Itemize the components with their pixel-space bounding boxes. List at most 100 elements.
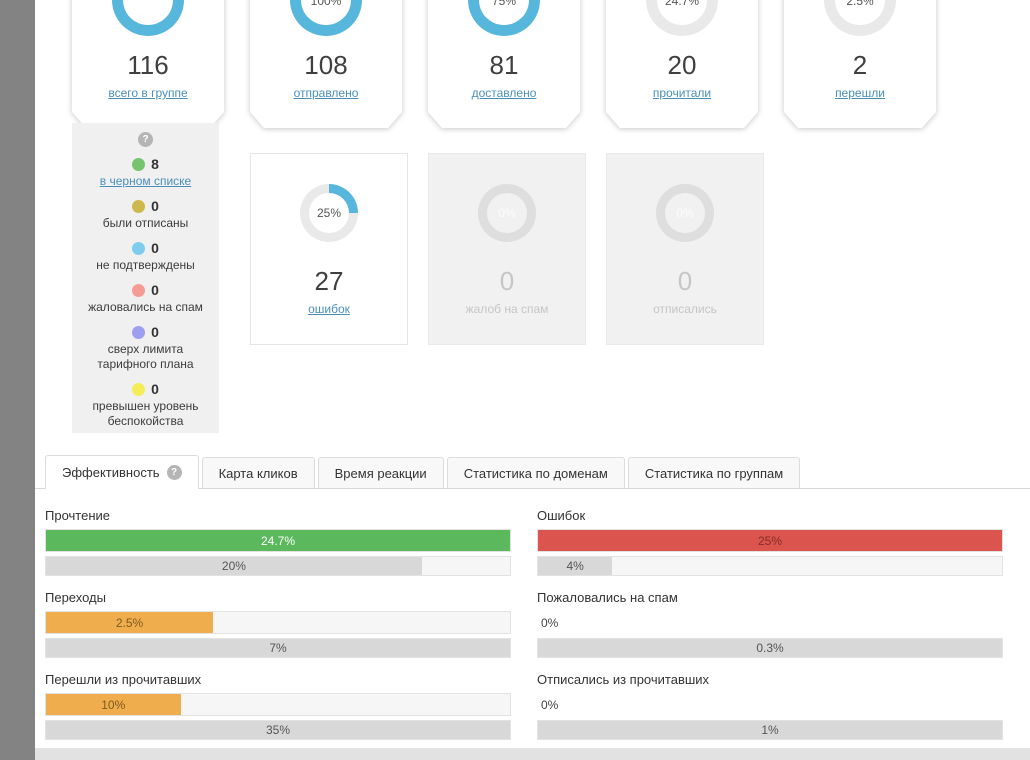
unsubscribed-value: 0 — [677, 266, 693, 296]
donut-hole — [309, 193, 349, 233]
tab-reaction-time[interactable]: Время реакции — [317, 457, 444, 488]
tab-domain-stats[interactable]: Статистика по доменам — [446, 457, 625, 488]
anxiety-level-label: превышен уровень беспокойства — [92, 399, 199, 428]
value-bar: 0% — [537, 611, 1003, 634]
value-bar: 25% — [537, 529, 1003, 552]
spam-complaints-value: 0 — [499, 266, 515, 296]
value-bar-label: 0% — [541, 615, 559, 630]
campaign-stats-page: 116 всего в группе 100% 108 отправлено 7… — [35, 0, 1030, 760]
spam-complaint-count: 0 — [151, 282, 159, 298]
donut-hole — [665, 193, 705, 233]
value-bar-fill: 0% — [538, 612, 1002, 633]
legend-row: 8 — [72, 156, 219, 172]
legend-row: 0 — [72, 240, 219, 256]
tab-label: Время реакции — [334, 465, 427, 481]
average-bar-label: 20% — [221, 559, 246, 573]
blacklist-count: 8 — [151, 156, 159, 172]
card-shape: 100% 108 отправлено — [250, 0, 402, 128]
blacklist-link[interactable]: в черном списке — [99, 174, 192, 188]
help-icon[interactable]: ? — [166, 464, 182, 480]
tab-label: Статистика по доменам — [463, 465, 608, 481]
errors-value: 27 — [314, 266, 344, 296]
value-bar: 10% — [45, 693, 511, 716]
stat-card-read: 24.7% 20 прочитали — [606, 0, 758, 128]
value-bar-fill: 10% — [46, 694, 181, 715]
unsubscribed-card-label: отписались — [653, 302, 717, 316]
average-bar-fill: 35% — [46, 721, 510, 739]
help-icon[interactable]: ? — [138, 132, 153, 147]
chart-spam-complaints: Пожаловались на спам 0% 0.3% — [537, 590, 1003, 658]
chart-title: Прочтение — [45, 508, 110, 523]
legend-row: 0 — [72, 381, 219, 397]
tab-label: Эффективность — [62, 464, 160, 480]
card-shape: 24.7% 20 прочитали — [606, 0, 758, 128]
clicked-value: 2 — [852, 50, 868, 80]
clicked-donut-percent: 2.5% — [846, 0, 874, 8]
average-bar: 4% — [537, 556, 1003, 576]
clicked-donut-chart: 2.5% — [824, 0, 896, 36]
list-item: 0 жаловались на спам — [72, 282, 219, 315]
legend-row: 0 — [72, 324, 219, 340]
sent-link[interactable]: отправлено — [293, 86, 359, 100]
group-breakdown-panel: ? 8 в черном списке 0 были отписаны 0 не… — [72, 123, 219, 433]
delivered-value: 81 — [489, 50, 519, 80]
effectiveness-charts: Прочтение 24.7% 20% Ошибок 25% — [45, 508, 1003, 740]
value-bar-fill: 0% — [538, 694, 1002, 715]
value-bar-label: 0% — [541, 697, 559, 712]
average-bar: 35% — [45, 720, 511, 740]
legend-row: 0 — [72, 282, 219, 298]
card-shape: 75% 81 доставлено — [428, 0, 580, 128]
tab-effectiveness[interactable]: Эффективность ? — [45, 455, 199, 489]
list-item: 0 были отписаны — [72, 198, 219, 231]
errors-link[interactable]: ошибок — [308, 302, 350, 316]
value-bar: 0% — [537, 693, 1003, 716]
stat-card-clicked: 2.5% 2 перешли — [784, 0, 936, 128]
value-bar-label: 24.7% — [260, 533, 296, 548]
delivered-donut-percent: 75% — [491, 0, 517, 8]
average-bar-fill: 7% — [46, 639, 510, 657]
average-bar-fill: 4% — [538, 557, 613, 575]
value-bar-fill: 2.5% — [46, 612, 214, 633]
chart-errors: Ошибок 25% 4% — [537, 508, 1003, 576]
chart-title: Переходы — [45, 590, 106, 605]
average-bar-label: 35% — [265, 723, 291, 737]
average-bar: 0.3% — [537, 638, 1003, 658]
sent-donut-percent: 100% — [310, 0, 342, 8]
read-donut-percent: 24.7% — [664, 0, 700, 8]
anxiety-level-count: 0 — [151, 381, 159, 397]
chart-title: Пожаловались на спам — [537, 590, 678, 605]
clicked-link[interactable]: перешли — [835, 86, 885, 100]
read-link[interactable]: прочитали — [652, 86, 712, 100]
stat-card-total: 116 всего в группе — [72, 0, 224, 128]
over-limit-dot-icon — [132, 325, 146, 339]
tab-click-map[interactable]: Карта кликов — [201, 457, 315, 488]
value-bar: 24.7% — [45, 529, 511, 552]
anxiety-level-dot-icon — [132, 382, 146, 396]
list-item: 8 в черном списке — [72, 156, 219, 189]
value-bar-label: 25% — [757, 533, 783, 548]
read-donut-chart: 24.7% — [646, 0, 718, 36]
read-value: 20 — [667, 50, 697, 80]
spam-complaints-donut-chart: 0% — [478, 184, 536, 242]
card-errors: 25% 27 ошибок — [250, 153, 408, 345]
average-bar: 7% — [45, 638, 511, 658]
card-unsubscribed: 0% 0 отписались — [606, 153, 764, 345]
total-donut-chart — [112, 0, 184, 36]
sent-donut-chart: 100% — [290, 0, 362, 36]
tab-group-stats[interactable]: Статистика по группам — [627, 457, 801, 488]
donut-hole — [487, 193, 527, 233]
list-item: 0 сверх лимита тарифного плана — [72, 324, 219, 372]
average-bar: 1% — [537, 720, 1003, 740]
list-item: 0 не подтверждены — [72, 240, 219, 273]
total-link[interactable]: всего в группе — [108, 86, 188, 100]
delivered-link[interactable]: доставлено — [471, 86, 537, 100]
blacklist-dot-icon — [132, 157, 146, 171]
stats-tab-bar: Эффективность ? Карта кликов Время реакц… — [35, 455, 1030, 489]
errors-donut-percent: 25% — [316, 206, 342, 220]
value-bar-fill: 25% — [538, 530, 1002, 551]
unsubscribed-dot-icon — [132, 199, 146, 213]
chart-clicked-from-read: Перешли из прочитавших 10% 35% — [45, 672, 511, 740]
card-spam-complaints: 0% 0 жалоб на спам — [428, 153, 586, 345]
average-bar-fill: 20% — [46, 557, 422, 575]
chart-title: Перешли из прочитавших — [45, 672, 202, 687]
